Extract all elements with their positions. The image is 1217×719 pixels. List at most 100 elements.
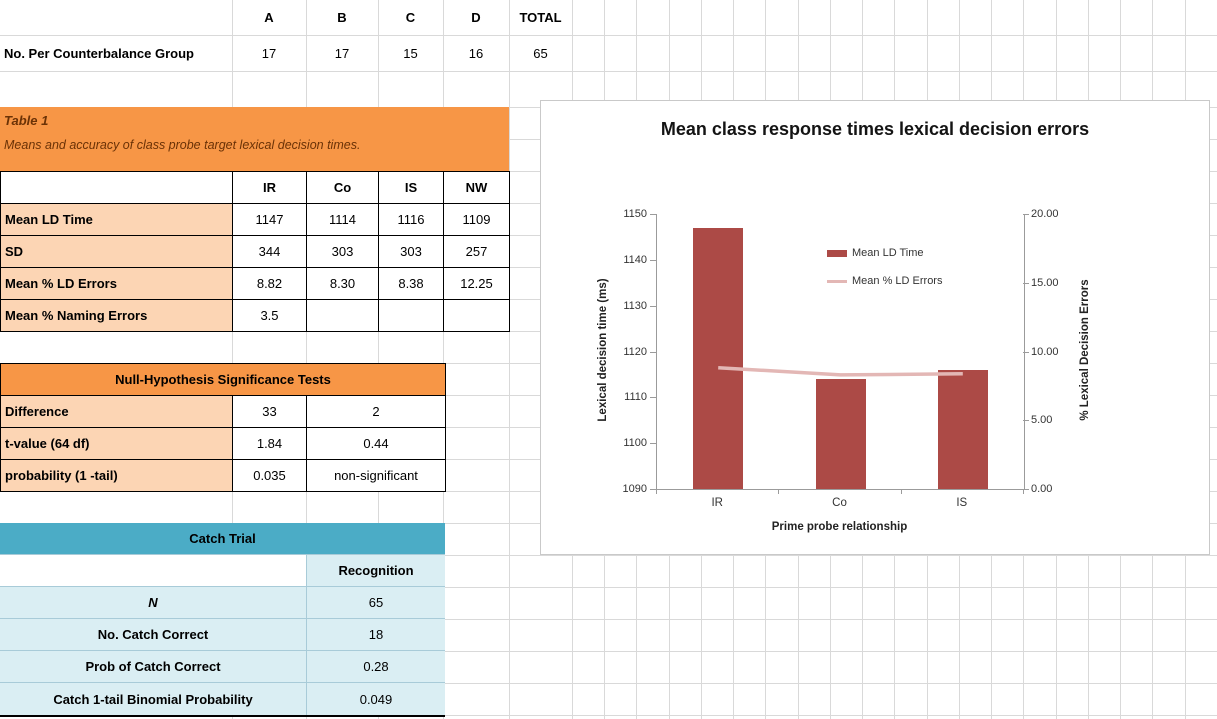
left-axis-tick-mark [650,214,656,215]
table1-cell[interactable]: 1109 [444,204,510,236]
col-header-b[interactable]: B [337,10,347,25]
table1-corner-cell[interactable] [1,172,233,204]
left-axis-tick-label: 1090 [622,483,647,495]
table1-data-table: IR Co IS NW Mean LD Time 1147 1114 1116 … [0,171,510,332]
right-axis-tick-label: 20.00 [1031,208,1059,220]
bar-is [937,369,988,489]
grid-vline [232,0,233,719]
counterbalance-value-total[interactable]: 65 [533,45,548,61]
catch-row-label[interactable]: No. Catch Correct [0,619,306,651]
counterbalance-value-b[interactable]: 17 [334,45,350,61]
grid-hline [0,555,1217,556]
plot-area: Mean LD Time Mean % LD Errors [656,214,1025,490]
table1-cell[interactable]: 12.25 [444,268,510,300]
table1-cell[interactable]: 1114 [307,204,379,236]
catch-cell[interactable]: 0.28 [306,651,445,683]
table1-cell[interactable] [379,300,444,332]
nhst-row-label[interactable]: probability (1 -tail) [1,460,233,492]
table1-col-ir[interactable]: IR [233,172,307,204]
nhst-table: Null-Hypothesis Significance Tests Diffe… [0,363,446,492]
nhst-row-label[interactable]: t-value (64 df) [1,428,233,460]
bar-ir [693,227,744,490]
table1-col-co[interactable]: Co [307,172,379,204]
left-axis-tick-mark [650,443,656,445]
nhst-cell[interactable]: 0.44 [307,428,446,460]
table1-row-label[interactable]: Mean % LD Errors [1,268,233,300]
table1-title-block[interactable]: Table 1 Means and accuracy of class prob… [0,107,509,171]
table1-cell[interactable]: 1116 [379,204,444,236]
table1-cell[interactable]: 8.30 [307,268,379,300]
nhst-cell[interactable]: 1.84 [233,428,307,460]
counterbalance-value-a[interactable]: 17 [261,45,277,61]
nhst-title[interactable]: Null-Hypothesis Significance Tests [1,364,446,396]
left-axis-tick-label: 1140 [623,253,647,266]
catch-trial-title[interactable]: Catch Trial [0,523,445,555]
legend-label-mean-ld-errors: Mean % LD Errors [852,275,943,287]
col-header-total[interactable]: TOTAL [519,10,562,25]
x-axis-tick-mark [778,489,780,494]
table1-cell[interactable]: 344 [233,236,307,268]
left-axis-tick-label: 1110 [624,391,647,404]
table1-cell[interactable]: 1147 [233,204,307,236]
right-axis-tick-mark [1023,489,1029,490]
grid-hline [0,651,1217,652]
table1-col-is[interactable]: IS [379,172,444,204]
table1-cell[interactable]: 8.82 [233,268,307,300]
col-header-a[interactable]: A [264,10,274,25]
category-label: IS [956,497,968,509]
left-axis-tick-label: 1150 [623,208,647,220]
catch-row-label[interactable]: N [0,587,306,619]
col-header-c[interactable]: C [405,10,416,25]
grid-hline [0,587,1217,588]
table1-cell[interactable]: 303 [379,236,444,268]
table1-col-nw[interactable]: NW [444,172,510,204]
catch-row-label[interactable]: Catch 1-tail Binomial Probability [0,683,306,715]
right-axis-tick-label: 0.00 [1031,483,1053,495]
catch-row-label[interactable]: Prob of Catch Correct [0,651,306,683]
table1-row-label[interactable]: Mean % Naming Errors [1,300,233,332]
x-axis-title: Prime probe relationship [771,521,908,533]
grid-hline [0,35,1217,36]
nhst-cell[interactable]: 2 [307,396,446,428]
table1-cell[interactable]: 303 [307,236,379,268]
catch-cell[interactable]: 18 [306,619,445,651]
grid-hline [0,683,1217,684]
left-axis-tick-label: 1120 [623,345,647,358]
table1-cell[interactable]: 3.5 [233,300,307,332]
category-label: IR [711,497,723,509]
bar-series-swatch-icon [827,249,847,257]
x-axis-tick-mark [900,489,902,494]
table1-cell[interactable] [444,300,510,332]
chart-legend: Mean LD Time Mean % LD Errors [827,247,942,303]
catch-empty-cell[interactable] [0,555,306,587]
catch-cell[interactable]: 0.049 [306,683,445,715]
right-axis-tick-mark [1023,214,1029,215]
grid-hline [0,619,1217,620]
left-axis-tick-mark [650,259,656,261]
nhst-cell[interactable]: 33 [233,396,307,428]
x-axis-tick-mark [1023,489,1024,494]
legend-item-mean-ld-time: Mean LD Time [827,247,942,259]
nhst-cell[interactable]: non-significant [307,460,446,492]
left-axis-tick-mark [650,397,656,399]
table1-row-label[interactable]: SD [1,236,233,268]
table1-cell[interactable]: 8.38 [379,268,444,300]
catch-trial-table: Catch Trial Recognition N 65 No. Catch C… [0,523,445,717]
catch-cell[interactable]: 65 [306,587,445,619]
table1-row-label[interactable]: Mean LD Time [1,204,233,236]
legend-item-mean-ld-errors: Mean % LD Errors [827,275,942,287]
col-header-d[interactable]: D [471,10,481,25]
nhst-row-label[interactable]: Difference [1,396,233,428]
table1-cell[interactable] [307,300,379,332]
table1-cell[interactable]: 257 [444,236,510,268]
catch-col-recognition[interactable]: Recognition [306,555,445,587]
results-chart[interactable]: Mean class response times lexical decisi… [540,100,1210,555]
line-series-swatch-icon [827,279,847,283]
left-axis-tick-mark [650,351,656,353]
nhst-cell[interactable]: 0.035 [233,460,307,492]
right-axis-tick-mark [1023,282,1029,284]
table1-title: Table 1 [4,113,49,128]
counterbalance-value-d[interactable]: 16 [468,45,484,61]
counterbalance-value-c[interactable]: 15 [403,45,418,61]
counterbalance-row-label[interactable]: No. Per Counterbalance Group [4,45,194,61]
